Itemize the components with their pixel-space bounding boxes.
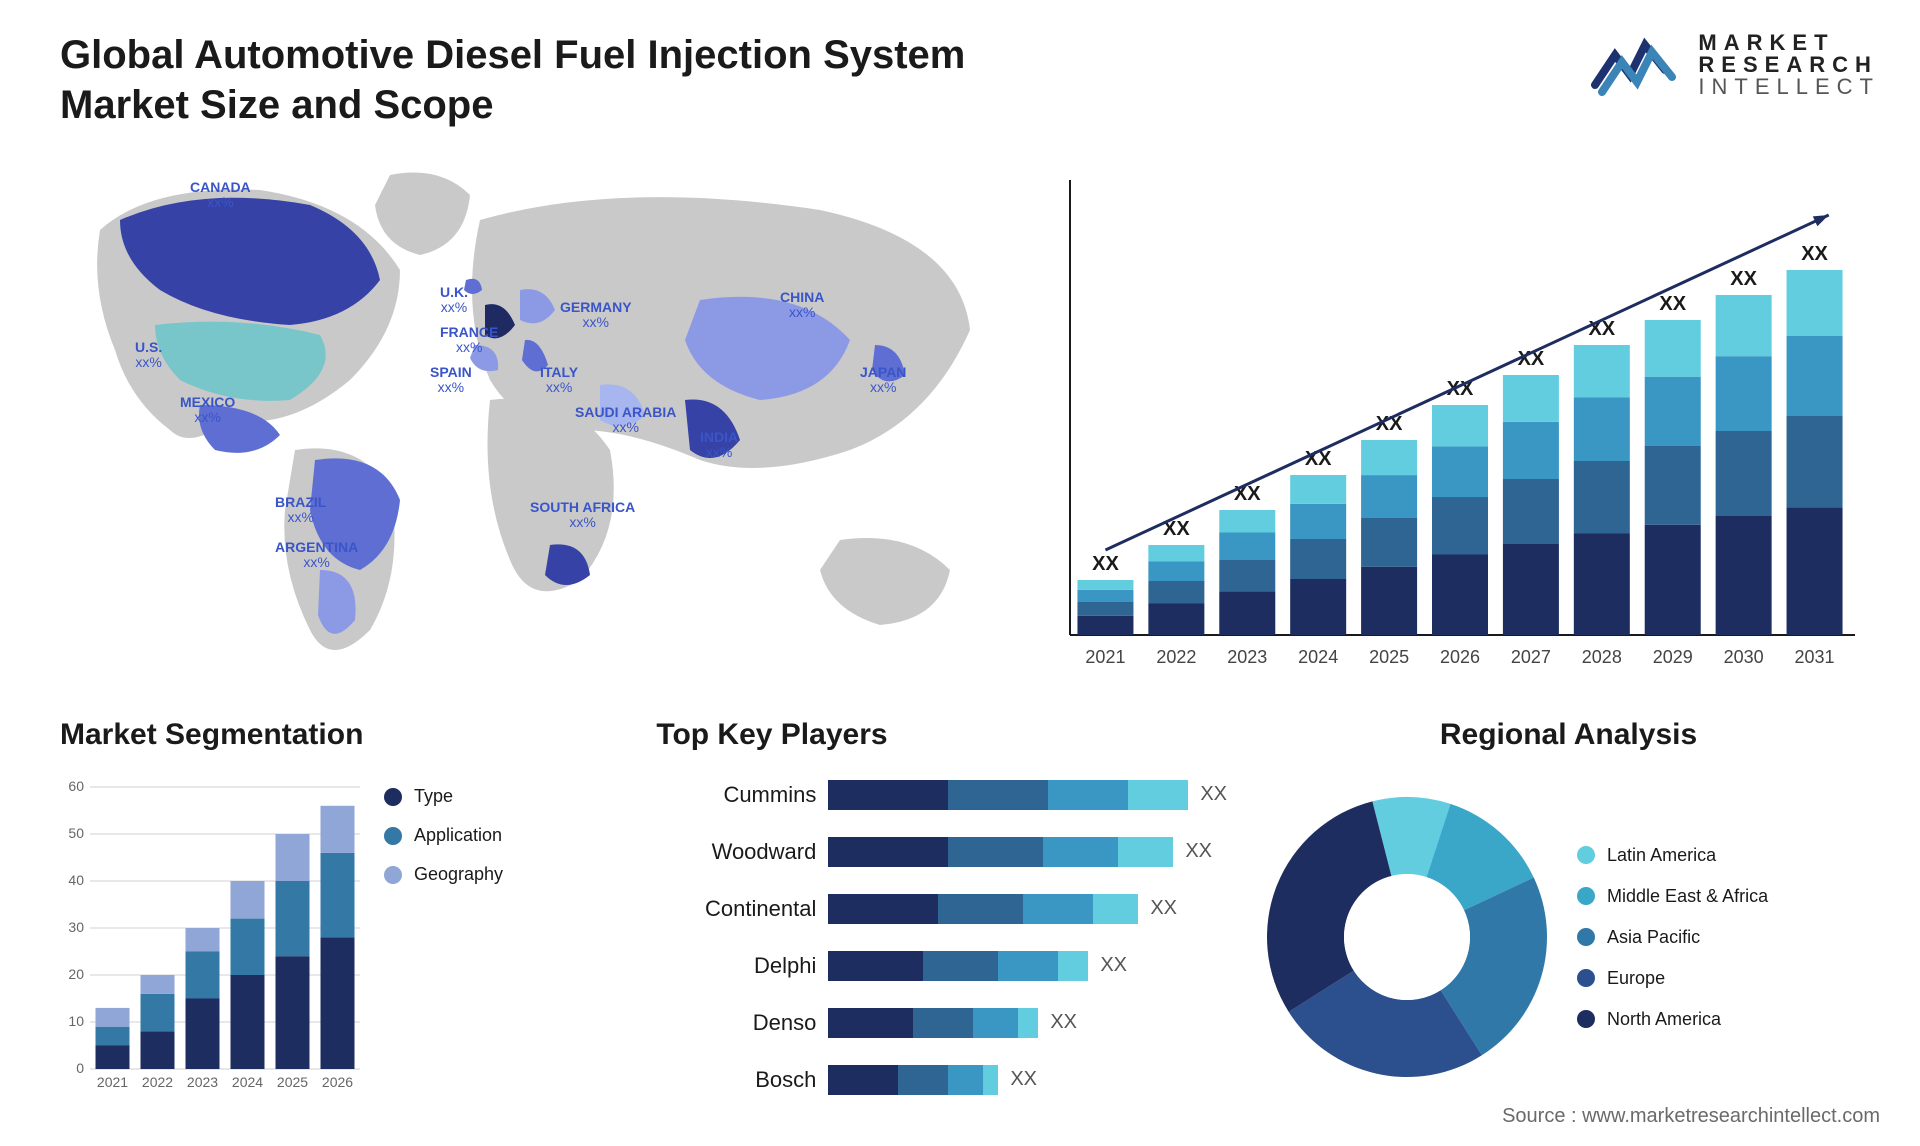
player-bar-row: XX <box>828 837 1227 867</box>
map-label: CHINAxx% <box>780 290 824 321</box>
svg-text:2029: 2029 <box>1653 647 1693 667</box>
map-label: U.K.xx% <box>440 285 468 316</box>
svg-text:2024: 2024 <box>232 1074 263 1090</box>
map-label: BRAZILxx% <box>275 495 326 526</box>
regional-title: Regional Analysis <box>1257 718 1880 752</box>
map-label: FRANCExx% <box>440 325 498 356</box>
players-title: Top Key Players <box>656 718 1227 752</box>
map-label: SOUTH AFRICAxx% <box>530 500 635 531</box>
svg-text:XX: XX <box>1092 553 1119 575</box>
map-label: INDIAxx% <box>700 430 738 461</box>
map-label: SPAINxx% <box>430 365 472 396</box>
players-names: Cummins Woodward Continental Delphi Denso Bos… <box>656 766 816 1108</box>
player-bar-row: XX <box>828 894 1227 924</box>
regional-donut <box>1257 787 1557 1087</box>
legend-item: Middle East & Africa <box>1577 886 1880 907</box>
svg-text:2021: 2021 <box>97 1074 128 1090</box>
logo-mark-icon <box>1590 30 1680 100</box>
legend-item: Geography <box>384 864 626 885</box>
donut-svg <box>1257 787 1557 1087</box>
logo-line1: MARKET <box>1698 32 1880 54</box>
growth-chart-svg: XX2021XX2022XX2023XX2024XX2025XX2026XX20… <box>1040 150 1860 690</box>
svg-text:2026: 2026 <box>322 1074 353 1090</box>
brand-logo: MARKET RESEARCH INTELLECT <box>1590 30 1880 100</box>
svg-text:2021: 2021 <box>1085 647 1125 667</box>
segmentation-chart: 0 10 20 30 40 50 60 2021 2022 2023 2024 2025 2026 <box>60 766 360 1108</box>
legend-item: North America <box>1577 1009 1880 1030</box>
svg-text:20: 20 <box>68 966 84 982</box>
svg-text:XX: XX <box>1801 243 1828 265</box>
segmentation-svg: 0 10 20 30 40 50 60 2021 2022 2023 2024 2025 2026 <box>60 766 360 1108</box>
map-label: CANADAxx% <box>190 180 251 211</box>
legend-item: Latin America <box>1577 845 1880 866</box>
segmentation-legend: Type Application Geography <box>384 766 626 1108</box>
player-name: Cummins <box>656 782 816 808</box>
svg-text:2025: 2025 <box>1369 647 1409 667</box>
svg-text:2030: 2030 <box>1724 647 1764 667</box>
map-label: U.S.xx% <box>135 340 162 371</box>
player-name: Denso <box>656 1010 816 1036</box>
source-label: Source : www.marketresearchintellect.com <box>1502 1105 1880 1128</box>
legend-item: Asia Pacific <box>1577 927 1880 948</box>
logo-line2: RESEARCH <box>1698 54 1880 76</box>
svg-text:0: 0 <box>76 1060 84 1076</box>
players-section: Top Key Players Cummins Woodward Continent… <box>656 718 1227 1108</box>
regional-legend: Latin America Middle East & Africa Asia Pa… <box>1577 845 1880 1030</box>
svg-text:2026: 2026 <box>1440 647 1480 667</box>
map-label: JAPANxx% <box>860 365 906 396</box>
svg-text:2023: 2023 <box>187 1074 218 1090</box>
svg-text:10: 10 <box>68 1013 84 1029</box>
map-label: ARGENTINAxx% <box>275 540 358 571</box>
map-label: SAUDI ARABIAxx% <box>575 405 676 436</box>
player-bar-row: XX <box>828 1065 1227 1095</box>
player-name: Bosch <box>656 1067 816 1093</box>
regional-section: Regional Analysis Latin America Middle Ea… <box>1257 718 1880 1108</box>
svg-text:2022: 2022 <box>1156 647 1196 667</box>
segmentation-title: Market Segmentation <box>60 718 626 752</box>
svg-text:XX: XX <box>1730 268 1757 290</box>
svg-text:50: 50 <box>68 825 84 841</box>
svg-text:2022: 2022 <box>142 1074 173 1090</box>
page-title: Global Automotive Diesel Fuel Injection … <box>60 30 1060 130</box>
svg-text:2025: 2025 <box>277 1074 308 1090</box>
player-bar-row: XX <box>828 951 1227 981</box>
svg-text:30: 30 <box>68 919 84 935</box>
svg-text:2024: 2024 <box>1298 647 1338 667</box>
svg-text:XX: XX <box>1659 293 1686 315</box>
segmentation-section: Market Segmentation 0 10 20 30 40 50 60 2021 202… <box>60 718 626 1108</box>
svg-text:2023: 2023 <box>1227 647 1267 667</box>
svg-text:2027: 2027 <box>1511 647 1551 667</box>
svg-text:40: 40 <box>68 872 84 888</box>
player-name: Continental <box>656 896 816 922</box>
map-label: ITALYxx% <box>540 365 578 396</box>
svg-text:XX: XX <box>1234 483 1261 505</box>
world-map: CANADAxx% U.S.xx% MEXICOxx% BRAZILxx% ARGENT… <box>60 150 1010 690</box>
map-label: MEXICOxx% <box>180 395 235 426</box>
svg-text:2028: 2028 <box>1582 647 1622 667</box>
player-bar-row: XX <box>828 780 1227 810</box>
player-bar-row: XX <box>828 1008 1227 1038</box>
players-bars: XX XX XX XX XX XX <box>828 766 1227 1108</box>
legend-item: Europe <box>1577 968 1880 989</box>
svg-text:60: 60 <box>68 778 84 794</box>
player-name: Delphi <box>656 953 816 979</box>
growth-chart: XX2021XX2022XX2023XX2024XX2025XX2026XX20… <box>1040 150 1880 690</box>
svg-text:2031: 2031 <box>1795 647 1835 667</box>
map-label: GERMANYxx% <box>560 300 632 331</box>
legend-item: Application <box>384 825 626 846</box>
legend-item: Type <box>384 786 626 807</box>
player-name: Woodward <box>656 839 816 865</box>
logo-line3: INTELLECT <box>1698 76 1880 98</box>
